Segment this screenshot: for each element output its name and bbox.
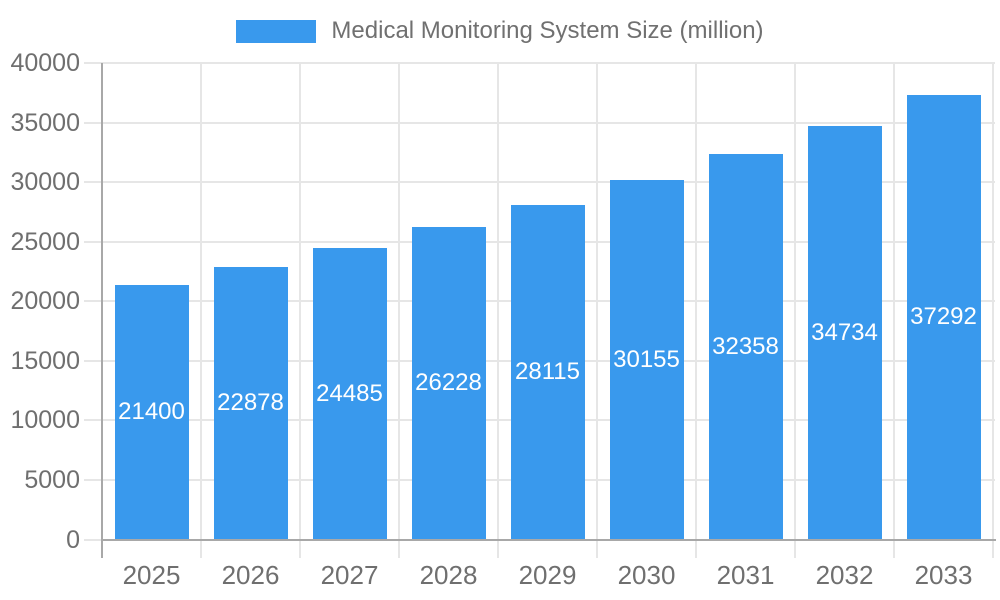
legend-label: Medical Monitoring System Size (million): [331, 17, 764, 44]
y-tick-mark: [84, 300, 102, 303]
x-gridline: [398, 63, 400, 540]
x-tick-mark: [695, 539, 697, 558]
x-gridline: [695, 63, 697, 540]
y-tick-mark: [84, 62, 102, 64]
bar-value-label: 24485: [316, 379, 383, 407]
x-gridline: [794, 63, 796, 540]
bar-value-label: 28115: [515, 358, 580, 386]
y-tick-mark: [84, 419, 102, 422]
y-tick-mark: [84, 240, 102, 243]
x-axis-category-label: 2028: [419, 560, 478, 590]
x-tick-mark: [794, 539, 796, 558]
y-axis-tick-label: 25000: [10, 227, 80, 256]
bar-value-label: 26228: [415, 369, 482, 397]
y-tick-mark: [84, 359, 102, 362]
bar: 37292: [906, 95, 981, 540]
x-tick-mark: [497, 539, 499, 558]
x-tick-mark: [101, 539, 103, 558]
x-gridline: [299, 63, 301, 540]
x-tick-mark: [299, 539, 301, 558]
y-axis-tick-label: 30000: [10, 168, 80, 197]
x-axis-category-label: 2032: [815, 560, 874, 590]
x-gridline: [596, 63, 598, 540]
y-axis-tick-label: 5000: [24, 465, 80, 494]
x-axis-category-label: 2026: [221, 560, 280, 590]
x-tick-mark: [200, 539, 202, 558]
x-axis-line: [101, 539, 996, 541]
y-axis-tick-label: 40000: [10, 49, 80, 77]
bar-value-label: 30155: [613, 345, 680, 373]
y-tick-mark: [84, 478, 102, 481]
x-tick-mark: [893, 539, 895, 558]
x-axis-category-label: 2029: [518, 560, 577, 590]
x-axis-category-label: 2033: [914, 560, 973, 590]
x-axis-category-label: 2027: [320, 560, 379, 590]
bar-value-label: 37292: [910, 303, 977, 331]
x-tick-mark: [992, 539, 994, 558]
x-tick-mark: [596, 539, 598, 558]
y-axis-tick-label: 15000: [10, 346, 80, 375]
bar: 30155: [609, 180, 684, 540]
bar-value-label: 34734: [811, 318, 878, 346]
x-gridline: [992, 63, 994, 540]
y-axis-tick-label: 0: [66, 525, 80, 554]
y-axis-tick-label: 35000: [10, 108, 80, 137]
x-gridline: [893, 63, 895, 540]
y-axis-tick-label: 20000: [10, 287, 80, 316]
bar: 28115: [510, 204, 585, 540]
y-gridline: [102, 181, 995, 184]
bar: 32358: [708, 154, 783, 540]
bar: 24485: [312, 247, 387, 540]
chart-legend: Medical Monitoring System Size (million): [0, 18, 1000, 44]
y-tick-mark: [84, 181, 102, 184]
bar: 22878: [213, 266, 288, 540]
y-gridline: [102, 121, 995, 124]
bar: 34734: [807, 125, 882, 540]
x-axis-category-label: 2025: [122, 560, 181, 590]
legend-item[interactable]: Medical Monitoring System Size (million): [236, 17, 764, 44]
x-tick-mark: [398, 539, 400, 558]
y-axis-line: [101, 63, 103, 542]
x-gridline: [200, 63, 202, 540]
y-axis-tick-label: 10000: [10, 406, 80, 435]
bar: 26228: [411, 227, 486, 540]
y-gridline: [102, 62, 995, 64]
bar-value-label: 32358: [712, 332, 779, 360]
x-gridline: [497, 63, 499, 540]
bar-value-label: 21400: [118, 398, 185, 426]
legend-swatch-icon: [236, 19, 317, 43]
x-axis-category-label: 2030: [617, 560, 676, 590]
y-tick-mark: [84, 121, 102, 124]
x-axis-category-label: 2031: [716, 560, 775, 590]
bar-value-label: 22878: [217, 389, 284, 417]
bar: 21400: [114, 284, 189, 540]
y-tick-mark: [84, 538, 102, 541]
